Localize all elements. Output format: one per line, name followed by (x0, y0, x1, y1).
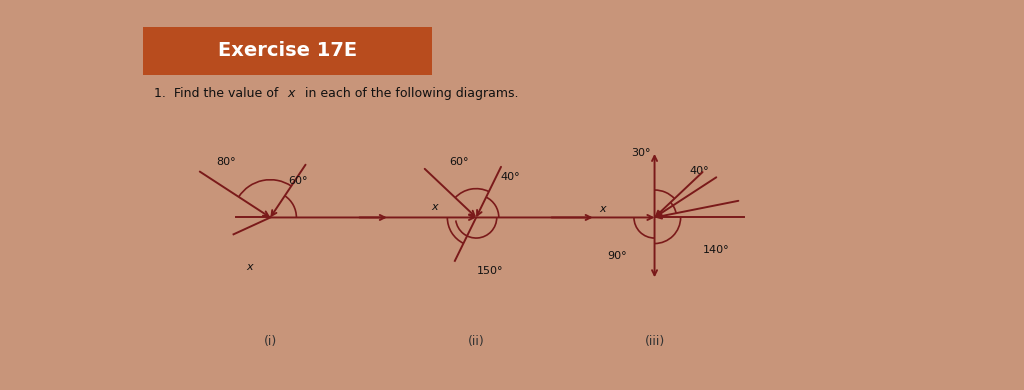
Text: 40°: 40° (501, 172, 520, 182)
Text: (iii): (iii) (644, 335, 665, 348)
Text: 90°: 90° (607, 251, 627, 261)
Text: x: x (288, 87, 295, 100)
Text: 150°: 150° (476, 266, 503, 276)
Text: x: x (432, 202, 438, 212)
Text: 1.  Find the value of: 1. Find the value of (154, 87, 282, 100)
Text: in each of the following diagrams.: in each of the following diagrams. (301, 87, 519, 100)
Text: (i): (i) (264, 335, 276, 348)
Text: 140°: 140° (702, 245, 730, 255)
Text: Exercise 17E: Exercise 17E (218, 41, 357, 60)
Text: 60°: 60° (450, 157, 469, 167)
FancyBboxPatch shape (143, 27, 431, 75)
Text: 30°: 30° (631, 148, 650, 158)
Text: x: x (247, 262, 253, 272)
Text: 40°: 40° (689, 167, 709, 176)
Text: x: x (600, 204, 606, 214)
Text: (ii): (ii) (468, 335, 484, 348)
Text: 60°: 60° (288, 176, 307, 186)
Text: 80°: 80° (216, 157, 236, 167)
